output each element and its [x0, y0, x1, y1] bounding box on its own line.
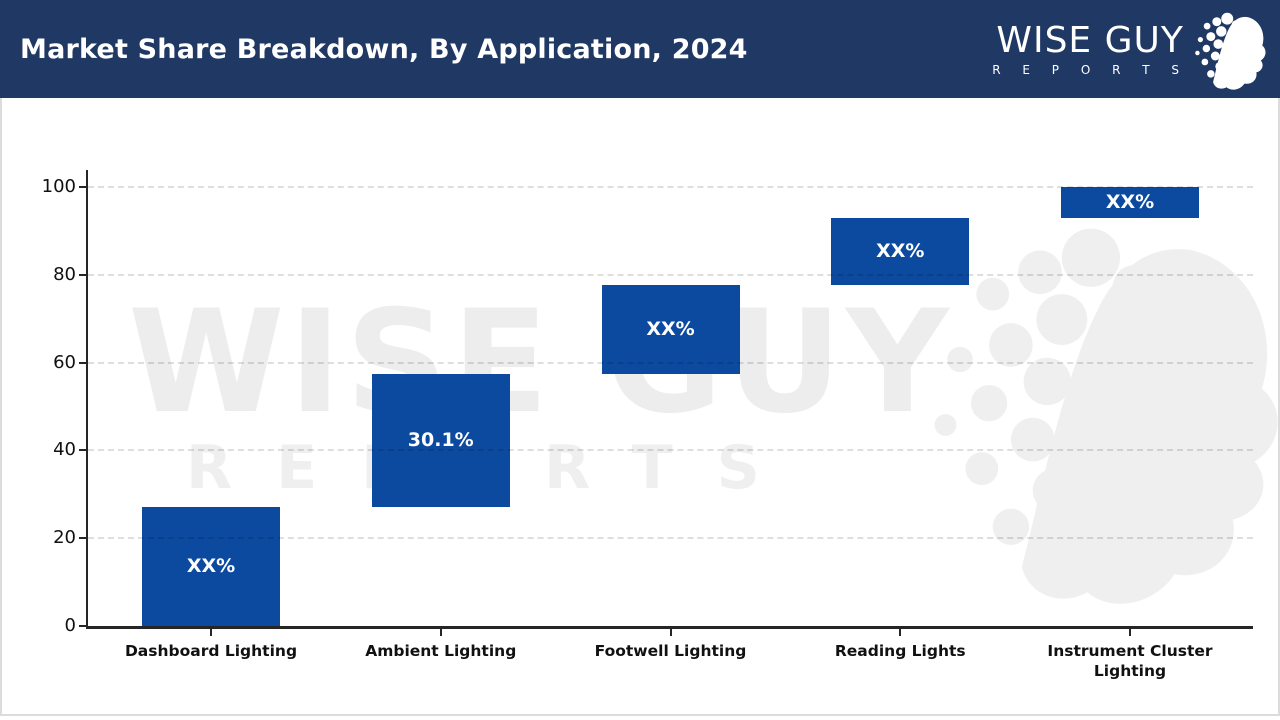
y-tick-mark [79, 186, 86, 188]
x-tick-mark [210, 628, 212, 636]
bar-value-label: 30.1% [407, 429, 474, 452]
brand-name: WISE GUY [996, 20, 1184, 61]
page-title: Market Share Breakdown, By Application, … [20, 33, 748, 65]
header-bar: Market Share Breakdown, By Application, … [0, 0, 1280, 98]
bar-value-label: XX% [186, 555, 236, 578]
bar-footwell-lighting [601, 284, 740, 374]
gridline-80 [88, 273, 1253, 276]
gridline-40 [88, 449, 1253, 452]
chart-area: XX% 30.1% XX% XX% XX% 0 20 40 60 80 100 Dashboard L… [0, 98, 1280, 720]
y-tick-label: 20 [53, 527, 76, 549]
frame-border-right [1278, 98, 1280, 716]
frame-border-left [0, 98, 2, 716]
bar-ambient-lighting [371, 373, 510, 507]
y-tick-label: 80 [53, 263, 76, 285]
x-category-label-instrument-cluster-lighting: Instrument Cluster Lighting [1047, 642, 1213, 680]
y-tick-label: 60 [53, 351, 76, 373]
dotted-head-icon [1195, 12, 1266, 90]
gridline-100 [88, 186, 1253, 188]
frame-border-bottom [0, 714, 1280, 716]
brand-logo: WISE GUY R E P O R T S [992, 8, 1266, 94]
bar-value-label: XX% [876, 240, 925, 263]
brand-subtitle: R E P O R T S [992, 63, 1188, 77]
bar-instrument-cluster-lighting [1061, 187, 1199, 218]
gridline-60 [88, 361, 1253, 364]
bar-value-label: XX% [646, 318, 695, 341]
x-tick-mark [1129, 628, 1131, 636]
y-tick-mark [79, 273, 86, 276]
y-tick-label: 40 [53, 439, 76, 461]
x-tick-mark [669, 628, 672, 636]
bar-dashboard-lighting [142, 506, 280, 626]
y-tick-mark [79, 449, 86, 452]
x-category-label-footwell-lighting: Footwell Lighting [594, 642, 747, 660]
watermark-head-icon [934, 228, 1278, 604]
y-axis [86, 170, 88, 628]
gridline-20 [88, 537, 1253, 540]
y-tick-mark [79, 537, 86, 540]
x-tick-mark [899, 628, 902, 636]
x-tick-mark [439, 628, 442, 636]
x-category-label-reading-lights: Reading Lights [834, 642, 966, 660]
bar-value-label: XX% [1105, 191, 1155, 214]
y-tick-label: 100 [41, 176, 76, 197]
y-tick-label: 0 [64, 615, 76, 636]
watermark-text: WISE GUY [128, 280, 953, 445]
x-category-label-dashboard-lighting: Dashboard Lighting [124, 642, 298, 660]
x-category-label-ambient-lighting: Ambient Lighting [365, 642, 517, 660]
x-axis [86, 626, 1253, 629]
bar-reading-lights [831, 217, 970, 285]
brand-logo-text: WISE GUY R E P O R T S [992, 20, 1188, 77]
y-tick-mark [79, 361, 86, 364]
y-tick-mark [79, 625, 86, 627]
